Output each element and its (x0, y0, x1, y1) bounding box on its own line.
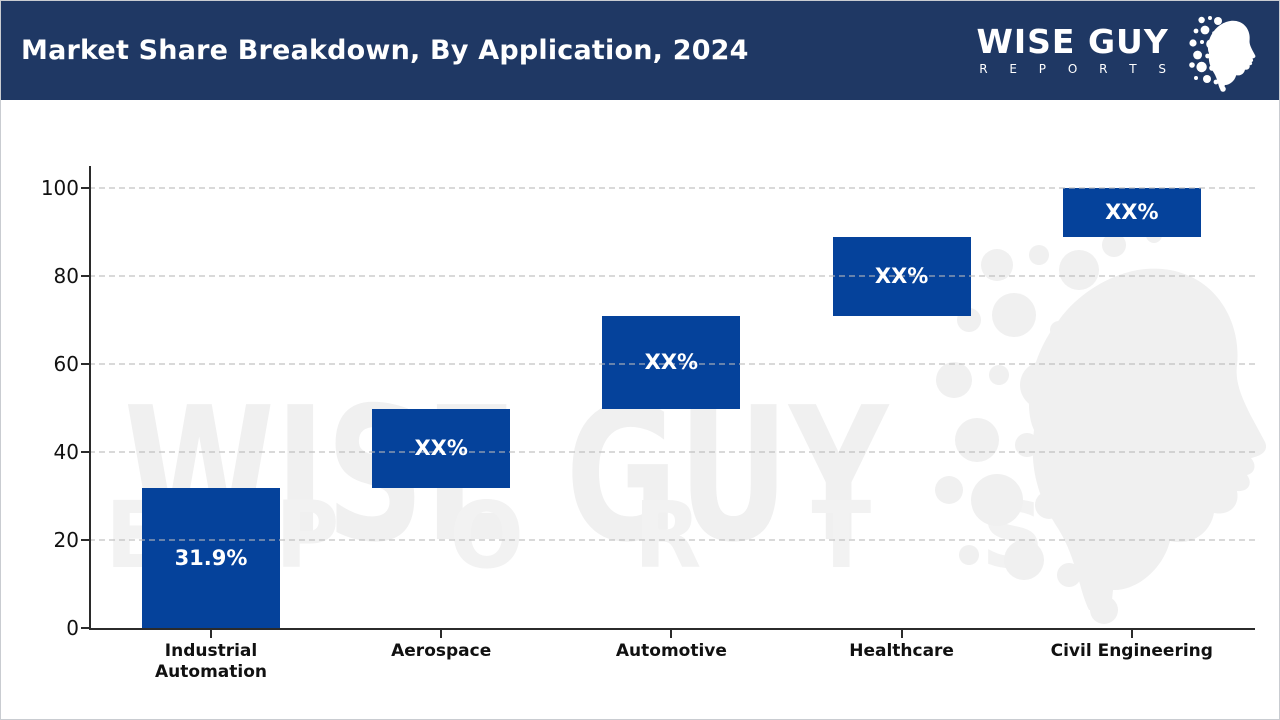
category-label: Automotive (615, 641, 727, 661)
category-label: Industrial Automation (155, 641, 267, 683)
gridline-60 (89, 363, 1255, 365)
bar-aerospace (372, 408, 511, 488)
gridline-40 (89, 451, 1255, 453)
wiseguy-logo: WISE GUY R E P O R T S (970, 9, 1263, 93)
y-tick-100 (81, 187, 89, 189)
y-tick-label-60: 60 (53, 352, 79, 376)
y-tick-60 (81, 363, 89, 365)
category-label: Healthcare (849, 641, 954, 661)
y-tick-20 (81, 539, 89, 541)
x-tick-1 (440, 630, 443, 638)
x-axis-line (89, 628, 1255, 630)
gridline-100 (89, 187, 1255, 189)
bar-civil-engineering (1062, 188, 1201, 237)
wiseguy-wordmark: WISE GUY (976, 22, 1169, 61)
bar-value-label: XX% (874, 264, 929, 289)
bar-automotive (602, 315, 741, 409)
wiseguy-face-icon (1189, 15, 1256, 92)
y-tick-label-100: 100 (40, 176, 79, 200)
header-bar: Market Share Breakdown, By Application, … (1, 1, 1279, 100)
bar-value-label: XX% (1105, 200, 1159, 225)
x-tick-4 (1130, 630, 1133, 638)
y-tick-label-0: 0 (66, 616, 79, 640)
x-tick-2 (670, 630, 673, 638)
bar-industrial-automation (142, 487, 280, 628)
category-label: Aerospace (391, 641, 492, 661)
y-tick-label-40: 40 (53, 440, 79, 464)
wiseguy-logo-text: WISE GUY R E P O R T S (970, 25, 1175, 76)
y-tick-label-20: 20 (53, 528, 79, 552)
bar-value-label: XX% (414, 436, 468, 461)
x-tick-0 (210, 630, 212, 638)
bar-value-label: XX% (644, 350, 699, 375)
y-tick-0 (81, 627, 89, 629)
y-axis-line (89, 166, 91, 630)
category-label: Civil Engineering (1050, 641, 1213, 661)
bar-value-label: 31.9% (174, 545, 248, 570)
gridline-20 (89, 539, 1255, 541)
page-title: Market Share Breakdown, By Application, … (21, 35, 749, 66)
wiseguy-reports-text: R E P O R T S (979, 62, 1175, 76)
y-tick-80 (81, 275, 89, 277)
x-tick-3 (900, 630, 903, 638)
y-tick-40 (81, 451, 89, 453)
y-tick-label-80: 80 (53, 264, 79, 288)
gridline-80 (89, 275, 1255, 277)
